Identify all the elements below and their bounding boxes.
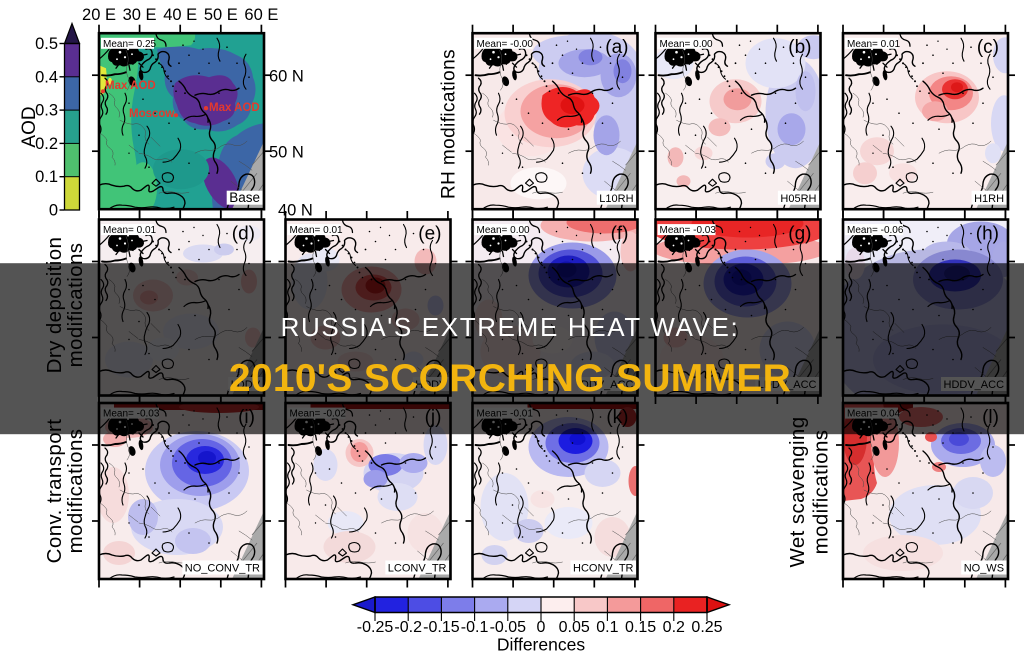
svg-text:Mean= -0.06: Mean= -0.06 [847, 225, 904, 236]
svg-text:RH modifications: RH modifications [439, 49, 460, 199]
svg-text:Mean= 0.01: Mean= 0.01 [103, 225, 157, 236]
svg-text:RUSSIA'S EXTREME HEAT WAVE:: RUSSIA'S EXTREME HEAT WAVE: [281, 312, 740, 342]
svg-text:Moscow: Moscow [129, 108, 174, 120]
svg-text:(h): (h) [976, 224, 999, 245]
svg-text:-0.1: -0.1 [461, 619, 489, 636]
svg-text:60 N: 60 N [269, 68, 304, 86]
svg-text:Mean= -0.00: Mean= -0.00 [477, 39, 534, 50]
svg-text:Conv. transport: Conv. transport [43, 419, 66, 564]
svg-text:20 E: 20 E [82, 6, 116, 24]
svg-text:H1RH: H1RH [974, 193, 1004, 205]
svg-text:40 E: 40 E [163, 6, 197, 24]
svg-text:50 N: 50 N [269, 144, 304, 162]
svg-text:(b): (b) [788, 37, 811, 58]
svg-text:H05RH: H05RH [780, 193, 816, 205]
svg-text:50 E: 50 E [204, 6, 238, 24]
svg-text:Wet scavenging: Wet scavenging [786, 416, 809, 567]
svg-text:(a): (a) [605, 37, 628, 58]
svg-text:-0.25: -0.25 [357, 619, 394, 636]
svg-text:Mean= 0.25: Mean= 0.25 [103, 39, 157, 50]
svg-text:(c): (c) [977, 37, 999, 58]
svg-text:0.15: 0.15 [625, 619, 656, 636]
svg-text:Mean= -0.03: Mean= -0.03 [660, 225, 717, 236]
svg-text:0.1: 0.1 [596, 619, 618, 636]
svg-text:AOD: AOD [19, 106, 40, 147]
svg-text:Mean= 0.00: Mean= 0.00 [660, 39, 714, 50]
svg-text:0.3: 0.3 [35, 102, 58, 120]
svg-text:(e): (e) [418, 224, 441, 245]
svg-text:HCONV_TR: HCONV_TR [573, 563, 634, 575]
svg-text:30 E: 30 E [123, 6, 157, 24]
svg-text:Mean= 0.01: Mean= 0.01 [290, 225, 344, 236]
svg-text:Max AOD: Max AOD [209, 102, 260, 114]
svg-text:Max AOD: Max AOD [105, 80, 156, 92]
svg-text:0.05: 0.05 [559, 619, 590, 636]
svg-text:Mean= 0.00: Mean= 0.00 [477, 225, 531, 236]
svg-text:-0.2: -0.2 [394, 619, 422, 636]
svg-text:modifications: modifications [64, 429, 87, 554]
svg-text:0: 0 [537, 619, 546, 636]
svg-text:-0.05: -0.05 [490, 619, 527, 636]
svg-text:0.2: 0.2 [663, 619, 685, 636]
svg-text:(d): (d) [232, 224, 255, 245]
svg-text:-0.15: -0.15 [423, 619, 460, 636]
svg-text:modifications: modifications [809, 430, 832, 555]
svg-text:0.5: 0.5 [35, 35, 58, 53]
svg-text:NO_WS: NO_WS [964, 563, 1004, 575]
svg-text:40 N: 40 N [278, 202, 313, 220]
svg-text:0.25: 0.25 [691, 619, 722, 636]
svg-text:0: 0 [49, 202, 58, 220]
svg-text:Differences: Differences [497, 635, 585, 655]
svg-text:60 E: 60 E [244, 6, 278, 24]
svg-text:Mean= 0.01: Mean= 0.01 [847, 39, 901, 50]
svg-text:(f): (f) [611, 224, 629, 245]
svg-text:0.1: 0.1 [35, 168, 58, 186]
svg-text:NO_CONV_TR: NO_CONV_TR [185, 563, 260, 575]
svg-text:0.2: 0.2 [35, 135, 58, 153]
svg-text:Base: Base [229, 190, 260, 205]
svg-text:0.4: 0.4 [35, 68, 58, 86]
svg-text:LCONV_TR: LCONV_TR [388, 563, 447, 575]
svg-text:2010'S SCORCHING SUMMER: 2010'S SCORCHING SUMMER [229, 357, 791, 400]
svg-text:(g): (g) [788, 224, 811, 245]
svg-text:L10RH: L10RH [599, 193, 633, 205]
